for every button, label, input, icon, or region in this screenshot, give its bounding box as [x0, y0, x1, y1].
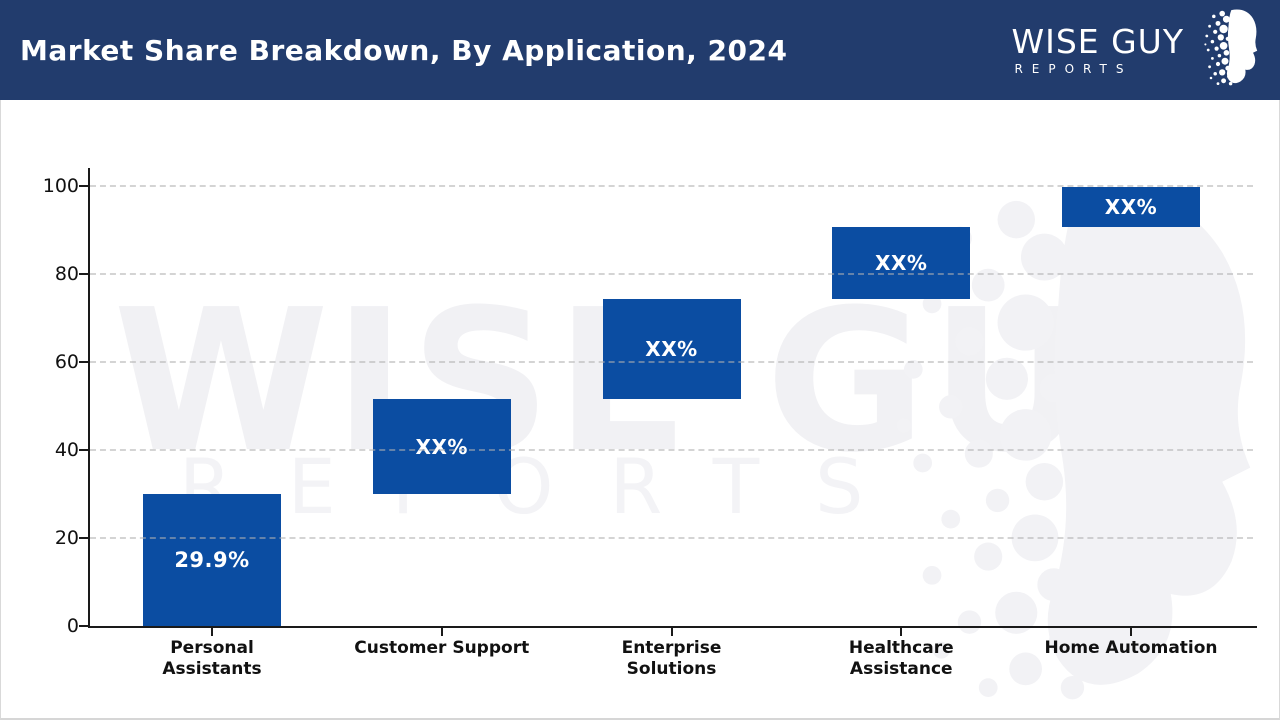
ytick-mark-60: [79, 361, 88, 363]
xtick-mark-0: [211, 628, 213, 636]
gridline-60: [90, 361, 1253, 363]
bar-value-label: XX%: [645, 337, 698, 362]
bar-value-label: 29.9%: [174, 548, 250, 573]
bar-4: XX%: [1062, 186, 1200, 227]
gridline-40: [90, 449, 1253, 451]
category-label-3: Healthcare Assistance: [786, 638, 1016, 680]
ytick-label-40: 40: [54, 439, 79, 461]
category-label-line: Assistance: [849, 659, 953, 679]
xtick-mark-1: [440, 628, 443, 636]
category-label-2: Enterprise Solutions: [557, 638, 787, 680]
gridline-20: [90, 537, 1253, 539]
category-label-line: Assistants: [162, 659, 262, 679]
x-axis-line: [88, 626, 1257, 628]
ytick-label-60: 60: [54, 351, 79, 373]
gridline-100: [90, 185, 1253, 187]
category-label-0: Personal Assistants: [97, 638, 327, 680]
ytick-mark-0: [79, 625, 88, 627]
category-label-line: Enterprise: [621, 638, 722, 658]
category-label-1: Customer Support: [327, 638, 557, 659]
ytick-mark-100: [79, 185, 88, 187]
bar-value-label: XX%: [415, 434, 468, 459]
ytick-label-100: 100: [42, 175, 79, 197]
ytick-label-0: 0: [66, 615, 79, 637]
bar-0: 29.9%: [143, 494, 281, 626]
chart-area: WISE GUY REPORTS 02040608010029.9%Person…: [0, 100, 1280, 720]
xtick-mark-2: [670, 628, 673, 636]
category-label-line: Personal: [170, 638, 254, 658]
page-title: Market Share Breakdown, By Application, …: [20, 33, 788, 67]
gridline-80: [90, 273, 1253, 275]
bar-1: XX%: [372, 399, 511, 495]
ytick-mark-40: [79, 449, 88, 451]
watermark-text-line2: REPORTS: [179, 442, 920, 531]
ytick-label-80: 80: [54, 263, 79, 285]
category-label-line: Customer Support: [354, 638, 530, 658]
bar-value-label: XX%: [1104, 194, 1158, 219]
ytick-mark-20: [79, 537, 88, 539]
wiseguy-logo: WISE GUY REPORTS: [1011, 8, 1260, 92]
y-axis-line: [88, 168, 90, 628]
category-label-line: Home Automation: [1044, 638, 1218, 658]
ytick-mark-80: [79, 273, 88, 275]
dotted-head-icon: [1190, 8, 1260, 92]
category-label-4: Home Automation: [1016, 638, 1246, 659]
bar-2: XX%: [602, 299, 741, 400]
bar-value-label: XX%: [875, 250, 928, 275]
logo-tagline: REPORTS: [1014, 61, 1133, 76]
header-bar: Market Share Breakdown, By Application, …: [0, 0, 1280, 100]
ytick-label-20: 20: [54, 527, 79, 549]
bar-3: XX%: [832, 226, 971, 300]
category-label-line: Solutions: [626, 659, 717, 679]
xtick-mark-3: [900, 628, 903, 636]
logo-name: WISE GUY: [1011, 21, 1184, 61]
logo-text: WISE GUY REPORTS: [1011, 21, 1184, 76]
xtick-mark-4: [1130, 628, 1132, 636]
category-label-line: Healthcare: [848, 638, 954, 658]
